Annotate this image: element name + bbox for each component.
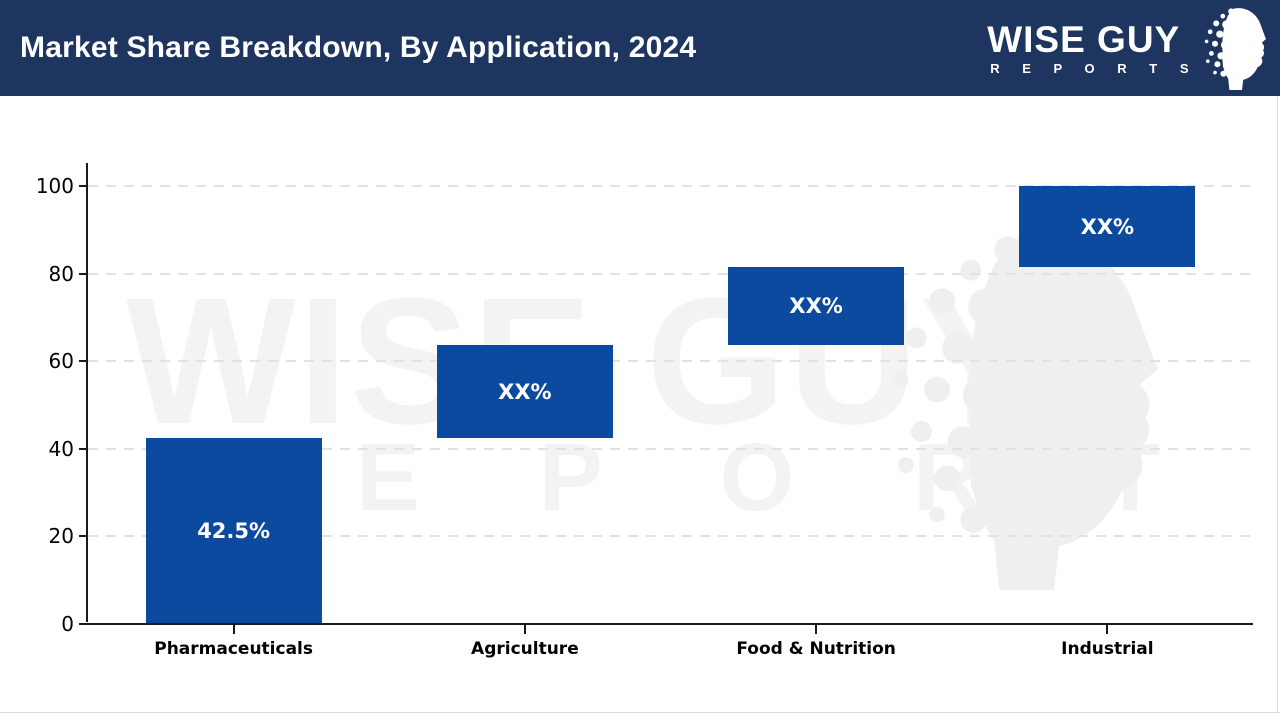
bar-value-label: 42.5% [197, 518, 271, 543]
bar-industrial: XX% [1019, 186, 1196, 268]
frame-right-border [1277, 96, 1278, 712]
frame-bottom-border [0, 712, 1280, 713]
x-tick-label-3: Industrial [1061, 639, 1154, 659]
y-tick-0 [79, 623, 87, 625]
gridline-80 [88, 272, 1253, 275]
bar-food-nutrition: XX% [728, 267, 905, 346]
x-tick-2 [815, 625, 818, 634]
x-tick-1 [523, 625, 526, 634]
logo-face-icon [1200, 6, 1266, 90]
x-tick-0 [232, 625, 235, 634]
chart-area: 0 20 40 60 80 100 42.5% Pharmaceuticals XX% Agric… [0, 96, 1280, 720]
y-tick-60 [79, 360, 87, 363]
y-tick-100 [79, 185, 87, 187]
bar-pharmaceuticals: 42.5% [145, 437, 322, 624]
y-tick-label-80: 80 [48, 261, 74, 286]
y-tick-40 [79, 447, 87, 450]
y-tick-label-0: 0 [61, 612, 74, 636]
x-tick-label-0: Pharmaceuticals [154, 639, 313, 659]
gridline-20 [88, 535, 1253, 538]
gridline-40 [88, 447, 1253, 450]
gridline-100 [88, 185, 1253, 187]
y-tick-label-60: 60 [48, 349, 74, 374]
x-tick-label-1: Agriculture [471, 639, 579, 659]
page-title: Market Share Breakdown, By Application, … [20, 31, 697, 64]
x-axis [85, 623, 1253, 625]
bar-agriculture: XX% [436, 345, 613, 438]
y-tick-80 [79, 272, 87, 275]
brand-logo: WISE GUY R E P O R T S [987, 6, 1266, 90]
y-tick-20 [79, 535, 87, 538]
logo-wordmark-line1: WISE GUY [987, 19, 1181, 60]
bar-value-label: XX% [498, 379, 552, 404]
y-tick-label-20: 20 [48, 524, 74, 549]
logo-wordmark: WISE GUY R E P O R T S [987, 21, 1198, 75]
gridline-60 [88, 360, 1253, 363]
bar-value-label: XX% [1080, 214, 1135, 239]
y-tick-label-40: 40 [48, 436, 74, 461]
header-bar: Market Share Breakdown, By Application, … [0, 0, 1280, 96]
logo-wordmark-line2: R E P O R T S [990, 61, 1198, 76]
y-tick-label-100: 100 [35, 174, 74, 198]
x-tick-label-2: Food & Nutrition [736, 639, 896, 659]
x-tick-3 [1106, 625, 1109, 634]
bar-value-label: XX% [789, 294, 843, 319]
y-axis [86, 163, 88, 622]
